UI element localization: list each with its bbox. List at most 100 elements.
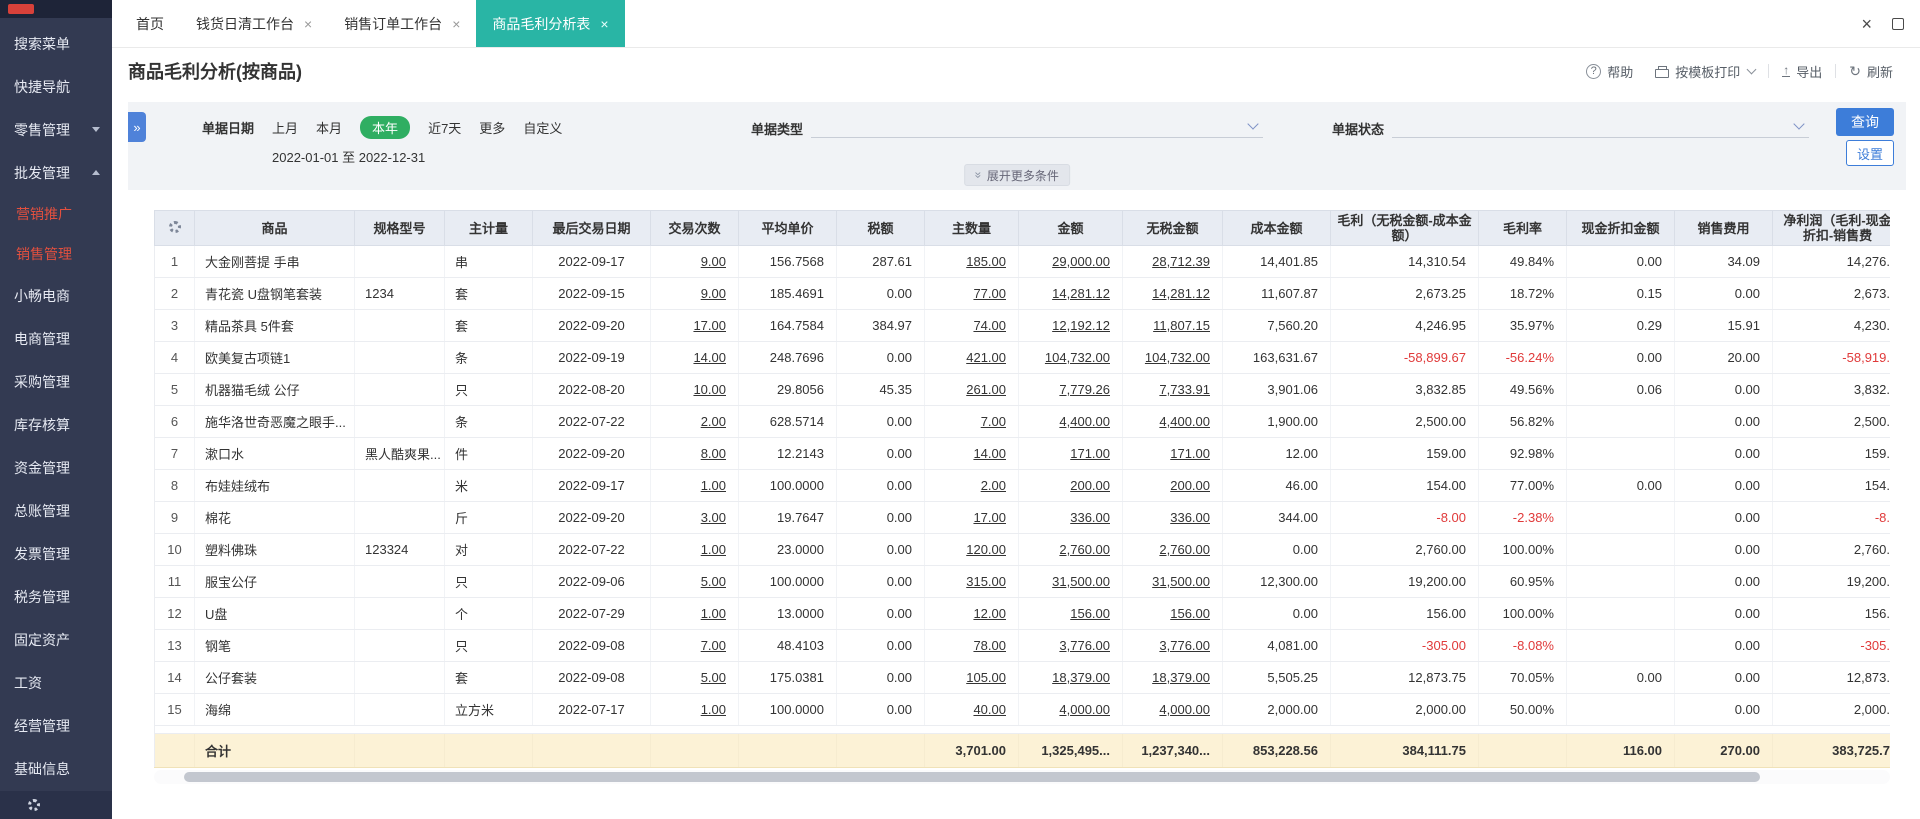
- sidebar-item-工资[interactable]: 工资: [14, 674, 42, 691]
- drilldown-link[interactable]: 1.00: [700, 702, 726, 717]
- drilldown-link[interactable]: 5.00: [700, 574, 726, 589]
- drilldown-link[interactable]: 156.00: [1070, 606, 1110, 621]
- sidebar-item-发票管理[interactable]: 发票管理: [14, 545, 70, 562]
- column-header-商品[interactable]: 商品: [194, 210, 355, 246]
- doc-type-select[interactable]: [811, 116, 1264, 138]
- drilldown-link[interactable]: 7.00: [700, 638, 726, 653]
- tab-close-icon[interactable]: ×: [452, 15, 461, 32]
- table-row[interactable]: 13 钢笔只 2022-09-08 7.00 48.4103 0.00 78.00 3,776…: [154, 629, 1890, 662]
- column-header-金额[interactable]: 金额: [1018, 210, 1123, 246]
- fullscreen-icon[interactable]: [1892, 17, 1904, 30]
- expand-more-button[interactable]: » 展开更多条件: [964, 164, 1070, 186]
- table-row[interactable]: 15 海绵 立方米 2022-07-17 1.00 100.0000 0.00 40.00 4,…: [154, 693, 1890, 726]
- sidebar-item-税务管理[interactable]: 税务管理: [14, 588, 70, 605]
- drilldown-link[interactable]: 200.00: [1170, 478, 1210, 493]
- drilldown-link[interactable]: 7,733.91: [1159, 382, 1210, 397]
- column-header-规格型号[interactable]: 规格型号: [354, 210, 445, 246]
- drilldown-link[interactable]: 12,192.12: [1052, 318, 1110, 333]
- column-header-税额[interactable]: 税额: [836, 210, 925, 246]
- settings-button[interactable]: 设置: [1846, 140, 1894, 166]
- drilldown-link[interactable]: 185.00: [966, 254, 1006, 269]
- summary-row[interactable]: 合计 3,701.00 1,325,495... 1,237,340... 853,22…: [154, 733, 1890, 768]
- sidebar-item-小畅电商[interactable]: 小畅电商: [14, 287, 70, 304]
- sidebar-item-销售管理[interactable]: 销售管理: [16, 246, 72, 262]
- table-row[interactable]: 11 服宝公仔只 2022-09-06 5.00 100.0000 0.00 315.00 3…: [154, 565, 1890, 598]
- column-header-主计量[interactable]: 主计量: [444, 210, 533, 246]
- drilldown-link[interactable]: 5.00: [700, 670, 726, 685]
- drilldown-link[interactable]: 8.00: [700, 446, 726, 461]
- date-option-本月[interactable]: 本月: [316, 121, 343, 136]
- collapse-filters-button[interactable]: »: [128, 112, 146, 142]
- tab-首页[interactable]: 首页: [136, 15, 164, 32]
- sidebar-item-固定资产[interactable]: 固定资产: [14, 631, 70, 648]
- drilldown-link[interactable]: 104,732.00: [1044, 350, 1110, 365]
- drilldown-link[interactable]: 10.00: [693, 382, 726, 397]
- horizontal-scrollbar[interactable]: [154, 770, 1890, 784]
- drilldown-link[interactable]: 3.00: [700, 510, 726, 525]
- drilldown-link[interactable]: 18,379.00: [1052, 670, 1110, 685]
- doc-status-select[interactable]: [1392, 116, 1810, 138]
- refresh-action[interactable]: ↻ 刷新: [1840, 62, 1902, 81]
- drilldown-link[interactable]: 9.00: [700, 254, 726, 269]
- column-header-毛利（无税金额-成本金额）[interactable]: 毛利（无税金额-成本金额）: [1330, 210, 1479, 246]
- table-row[interactable]: 5 机器猫毛绒 公仔 只 2022-08-20 10.00 29.8056 45.35 261…: [154, 373, 1890, 406]
- drilldown-link[interactable]: 74.00: [973, 318, 1006, 333]
- help-action[interactable]: ? 帮助: [1577, 62, 1642, 81]
- drilldown-link[interactable]: 1.00: [700, 542, 726, 557]
- sidebar-item-总账管理[interactable]: 总账管理: [14, 502, 70, 519]
- drilldown-link[interactable]: 12.00: [973, 606, 1006, 621]
- sidebar-item-搜索菜单[interactable]: 搜索菜单: [14, 35, 70, 52]
- date-option-近7天[interactable]: 近7天: [428, 121, 462, 136]
- grid-column-settings[interactable]: [154, 210, 195, 246]
- column-header-成本金额[interactable]: 成本金额: [1222, 210, 1331, 246]
- drilldown-link[interactable]: 2.00: [980, 478, 1006, 493]
- drilldown-link[interactable]: 336.00: [1170, 510, 1210, 525]
- sidebar-item-电商管理[interactable]: 电商管理: [14, 330, 70, 347]
- date-range-value[interactable]: 2022-01-01 至 2022-12-31: [272, 150, 426, 165]
- drilldown-link[interactable]: 78.00: [973, 638, 1006, 653]
- table-row[interactable]: 9 棉花斤 2022-09-20 3.00 19.7647 0.00 17.00 336.00…: [154, 501, 1890, 534]
- column-header-平均单价[interactable]: 平均单价: [738, 210, 837, 246]
- column-header-净利润（毛利-现金折扣-销售费[interactable]: 净利润（毛利-现金折扣-销售费: [1772, 210, 1890, 246]
- drilldown-link[interactable]: 4,400.00: [1059, 414, 1110, 429]
- drilldown-link[interactable]: 4,000.00: [1059, 702, 1110, 717]
- table-row[interactable]: 2 青花瓷 U盘钢笔套装 1234 套 2022-09-15 9.00 185.4691 0.…: [154, 277, 1890, 310]
- sidebar-item-批发管理[interactable]: 批发管理: [0, 151, 112, 194]
- settings-gear-icon[interactable]: [28, 799, 40, 811]
- drilldown-link[interactable]: 17.00: [973, 510, 1006, 525]
- drilldown-link[interactable]: 14.00: [973, 446, 1006, 461]
- drilldown-link[interactable]: 1.00: [700, 478, 726, 493]
- drilldown-link[interactable]: 7,779.26: [1059, 382, 1110, 397]
- drilldown-link[interactable]: 171.00: [1170, 446, 1210, 461]
- drilldown-link[interactable]: 4,000.00: [1159, 702, 1210, 717]
- close-all-icon[interactable]: ×: [1861, 13, 1872, 34]
- drilldown-link[interactable]: 2,760.00: [1059, 542, 1110, 557]
- column-header-交易次数[interactable]: 交易次数: [650, 210, 739, 246]
- drilldown-link[interactable]: 261.00: [966, 382, 1006, 397]
- date-option-更多[interactable]: 更多: [479, 121, 506, 136]
- drilldown-link[interactable]: 31,500.00: [1052, 574, 1110, 589]
- drilldown-link[interactable]: 3,776.00: [1059, 638, 1110, 653]
- drilldown-link[interactable]: 2,760.00: [1159, 542, 1210, 557]
- drilldown-link[interactable]: 105.00: [966, 670, 1006, 685]
- date-option-上月[interactable]: 上月: [272, 121, 299, 136]
- drilldown-link[interactable]: 1.00: [700, 606, 726, 621]
- table-row[interactable]: 7 漱口水 黑人酷爽果... 件 2022-09-20 8.00 12.2143 0.00 14…: [154, 437, 1890, 470]
- sidebar-item-资金管理[interactable]: 资金管理: [14, 459, 70, 476]
- drilldown-link[interactable]: 156.00: [1170, 606, 1210, 621]
- column-header-主数量[interactable]: 主数量: [924, 210, 1019, 246]
- drilldown-link[interactable]: 4,400.00: [1159, 414, 1210, 429]
- table-row[interactable]: 3 精品茶具 5件套 套 2022-09-20 17.00 164.7584 384.97 7…: [154, 309, 1890, 342]
- drilldown-link[interactable]: 120.00: [966, 542, 1006, 557]
- table-row[interactable]: 14 公仔套装套 2022-09-08 5.00 175.0381 0.00 105.00 1…: [154, 661, 1890, 694]
- table-row[interactable]: 1 大金刚菩提 手串 串 2022-09-17 9.00 156.7568 287.61 18…: [154, 245, 1890, 278]
- sidebar-item-经营管理[interactable]: 经营管理: [14, 717, 70, 734]
- column-header-最后交易日期[interactable]: 最后交易日期: [532, 210, 651, 246]
- drilldown-link[interactable]: 200.00: [1070, 478, 1110, 493]
- table-row[interactable]: 10 塑料佛珠 123324 对 2022-07-22 1.00 23.0000 0.00 12…: [154, 533, 1890, 566]
- drilldown-link[interactable]: 421.00: [966, 350, 1006, 365]
- drilldown-link[interactable]: 11,807.15: [1153, 318, 1210, 333]
- date-option-本年[interactable]: 本年: [360, 116, 411, 139]
- sidebar-item-零售管理[interactable]: 零售管理: [0, 108, 112, 151]
- sidebar-item-库存核算[interactable]: 库存核算: [14, 416, 70, 433]
